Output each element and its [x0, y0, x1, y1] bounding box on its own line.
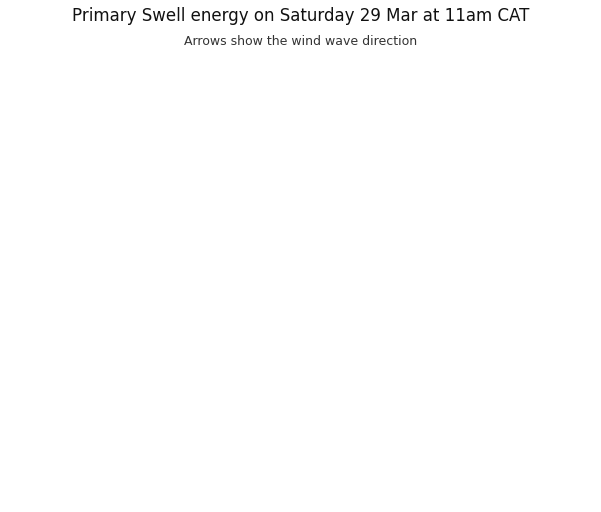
Text: Primary Swell energy on Saturday 29 Mar at 11am CAT: Primary Swell energy on Saturday 29 Mar … [72, 7, 529, 25]
Text: Arrows show the wind wave direction: Arrows show the wind wave direction [184, 35, 417, 49]
Text: cartopy required: cartopy required [219, 273, 382, 292]
